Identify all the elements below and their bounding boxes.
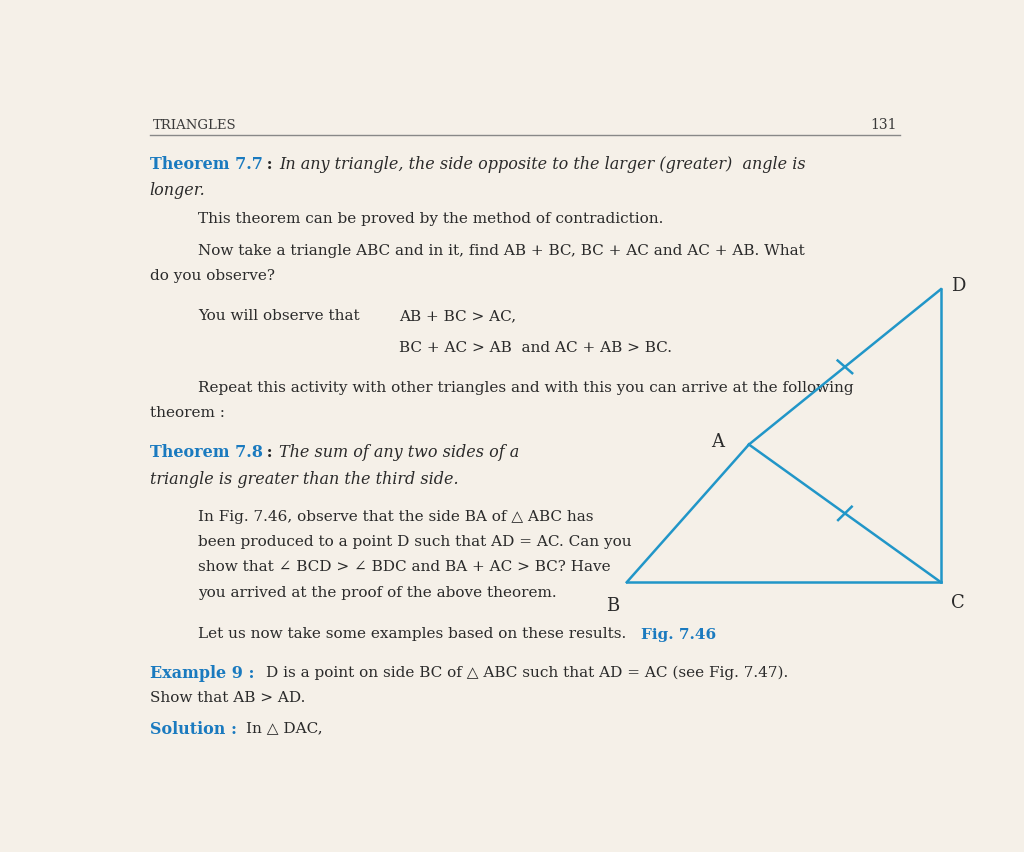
Text: In any triangle, the side opposite to the larger (greater)  angle is: In any triangle, the side opposite to th… xyxy=(280,156,806,173)
Text: Repeat this activity with other triangles and with this you can arrive at the fo: Repeat this activity with other triangle… xyxy=(198,381,853,395)
Text: The sum of any two sides of a: The sum of any two sides of a xyxy=(280,444,519,461)
Text: In Fig. 7.46, observe that the side BA of △ ABC has: In Fig. 7.46, observe that the side BA o… xyxy=(198,509,593,524)
Text: :: : xyxy=(261,444,279,461)
Text: AB + BC > AC,: AB + BC > AC, xyxy=(399,309,516,324)
Text: Theorem 7.8: Theorem 7.8 xyxy=(150,444,263,461)
Text: Show that AB > AD.: Show that AB > AD. xyxy=(150,690,305,705)
Text: D is a point on side BC of △ ABC such that AD = AC (see Fig. 7.47).: D is a point on side BC of △ ABC such th… xyxy=(266,665,788,680)
Text: you arrived at the proof of the above theorem.: you arrived at the proof of the above th… xyxy=(198,586,556,600)
Text: Example 9 :: Example 9 : xyxy=(150,665,254,682)
Text: You will observe that: You will observe that xyxy=(198,309,359,324)
Text: TRIANGLES: TRIANGLES xyxy=(153,118,237,132)
Text: Let us now take some examples based on these results.: Let us now take some examples based on t… xyxy=(198,626,626,641)
Text: This theorem can be proved by the method of contradiction.: This theorem can be proved by the method… xyxy=(198,212,664,227)
Text: Solution :: Solution : xyxy=(150,722,237,739)
Text: been produced to a point D such that AD = AC. Can you: been produced to a point D such that AD … xyxy=(198,535,632,549)
Text: Theorem 7.7: Theorem 7.7 xyxy=(150,156,262,173)
Text: B: B xyxy=(606,597,620,615)
Text: Fig. 7.46: Fig. 7.46 xyxy=(641,628,716,642)
Text: show that ∠ BCD > ∠ BDC and BA + AC > BC? Have: show that ∠ BCD > ∠ BDC and BA + AC > BC… xyxy=(198,561,610,574)
Text: :: : xyxy=(261,156,279,173)
Text: D: D xyxy=(951,277,966,296)
Text: A: A xyxy=(712,433,725,451)
Text: longer.: longer. xyxy=(150,181,206,199)
Text: In △ DAC,: In △ DAC, xyxy=(246,722,323,735)
Text: C: C xyxy=(951,594,966,612)
Text: BC + AC > AB  and AC + AB > BC.: BC + AC > AB and AC + AB > BC. xyxy=(399,341,672,355)
Text: Now take a triangle ABC and in it, find AB + BC, BC + AC and AC + AB. What: Now take a triangle ABC and in it, find … xyxy=(198,244,805,258)
Text: 131: 131 xyxy=(870,118,897,132)
Text: triangle is greater than the third side.: triangle is greater than the third side. xyxy=(150,471,459,488)
Text: theorem :: theorem : xyxy=(150,406,224,420)
Text: do you observe?: do you observe? xyxy=(150,269,274,284)
